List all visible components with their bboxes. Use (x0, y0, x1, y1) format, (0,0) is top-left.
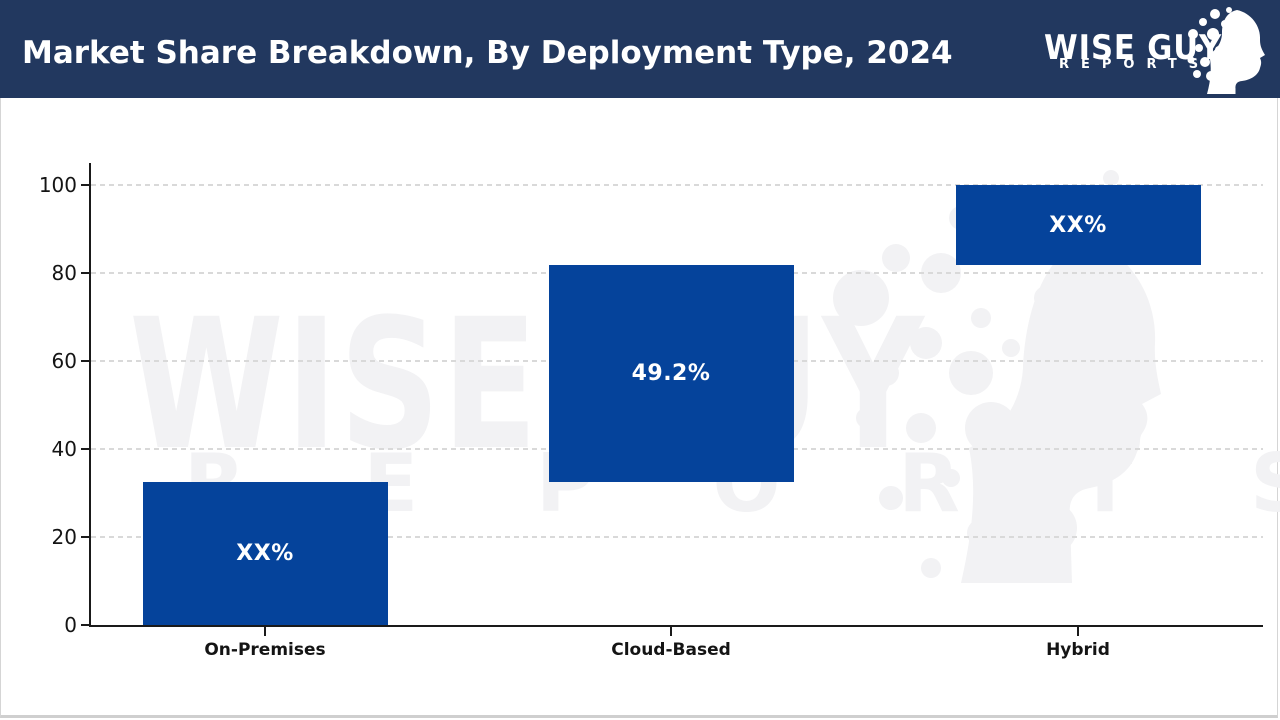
y-tick-label: 100 (38, 173, 77, 197)
x-axis-line (89, 625, 1263, 627)
y-tick-label: 20 (51, 525, 77, 549)
bar-value-label: XX% (236, 540, 294, 566)
category-label-cloud-based: Cloud-Based (611, 640, 731, 660)
logo-subtitle: REPORTS (1059, 57, 1211, 72)
y-tick-label: 40 (51, 437, 77, 461)
category-label-hybrid: Hybrid (1046, 640, 1110, 660)
y-tick-mark (81, 536, 91, 538)
gridline-100 (91, 184, 1263, 186)
y-tick-mark (81, 624, 91, 626)
y-tick-mark (81, 360, 91, 362)
gridline-20 (91, 536, 1263, 538)
y-axis-line (89, 163, 91, 627)
y-tick-label: 60 (51, 349, 77, 373)
bar-value-label: XX% (1049, 212, 1107, 238)
x-tick-mark (670, 627, 672, 636)
chart-canvas: WISE GUY R E P O R T S 0 20 40 60 80 100 XX% On… (0, 98, 1280, 718)
bar-hybrid: XX% (955, 185, 1201, 266)
y-tick-mark (81, 448, 91, 450)
bar-on-premises: XX% (142, 481, 388, 625)
x-tick-mark (264, 627, 266, 636)
chart-title: Market Share Breakdown, By Deployment Ty… (22, 35, 953, 71)
y-tick-mark (81, 184, 91, 186)
bar-value-label: 49.2% (631, 360, 711, 386)
header-band: Market Share Breakdown, By Deployment Ty… (0, 0, 1280, 98)
logo-dotted-face-icon (1187, 7, 1265, 94)
category-label-on-premises: On-Premises (204, 640, 326, 660)
bar-cloud-based: 49.2% (548, 265, 794, 482)
x-tick-mark (1077, 627, 1079, 636)
y-tick-mark (81, 272, 91, 274)
y-tick-label: 80 (51, 261, 77, 285)
y-tick-label: 0 (64, 613, 77, 637)
